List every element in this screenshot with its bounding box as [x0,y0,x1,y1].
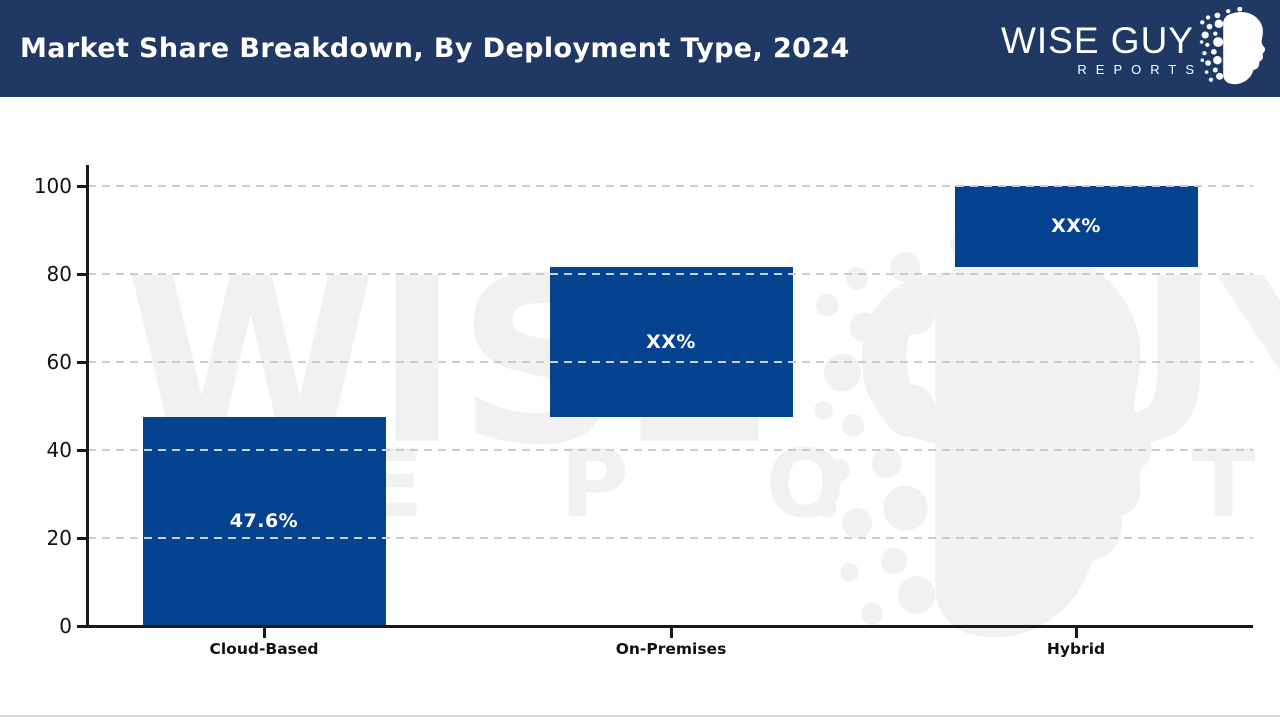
header-bar: Market Share Breakdown, By Deployment Ty… [0,0,1280,97]
x-tick-hybrid [1075,627,1078,638]
y-tick-label-20: 20 [46,526,72,550]
y-tick-20 [77,537,88,540]
bar-cloud-based: 47.6% [142,416,386,626]
gridline-60 [88,361,1253,363]
logo-head-profile-icon [1199,7,1266,85]
x-tick-label-cloud-based: Cloud-Based [209,640,319,658]
bottom-divider [0,715,1280,717]
gridline-100 [88,185,1253,187]
y-tick-label-40: 40 [46,438,72,462]
y-tick-0 [77,625,88,628]
x-tick-label-hybrid: Hybrid [1046,640,1106,658]
y-axis-spine [86,165,89,627]
watermark-head-profile-icon [814,222,1152,638]
y-tick-40 [77,449,88,452]
bar-value-label: XX% [646,330,696,353]
chart-title: Market Share Breakdown, By Deployment Ty… [20,33,850,64]
y-tick-100 [77,185,88,188]
bar-value-label: XX% [1051,215,1101,238]
y-tick-60 [77,361,88,364]
logo-wordmark: WISE GUY [1000,19,1194,61]
y-tick-80 [77,273,88,276]
x-tick-cloud-based [263,627,266,638]
bar-value-label: 47.6% [229,510,299,533]
gridline-40 [88,449,1253,451]
wise-guy-reports-logo: WISE GUY REPORTS [1001,5,1270,93]
bar-hybrid: XX% [954,186,1198,267]
logo-text: WISE GUY REPORTS [1000,19,1194,77]
y-tick-label-80: 80 [46,262,72,286]
x-axis-spine [86,625,1253,628]
logo-subtitle: REPORTS [1077,61,1203,77]
x-tick-label-on-premises: On-Premises [615,640,727,658]
x-tick-on-premises [670,627,673,638]
y-tick-label-60: 60 [46,350,72,374]
y-tick-label-100: 100 [33,174,72,198]
bar-on-premises: XX% [549,266,793,417]
y-tick-label-0: 0 [59,614,72,638]
gridline-20 [88,537,1253,539]
gridline-80 [88,273,1253,275]
